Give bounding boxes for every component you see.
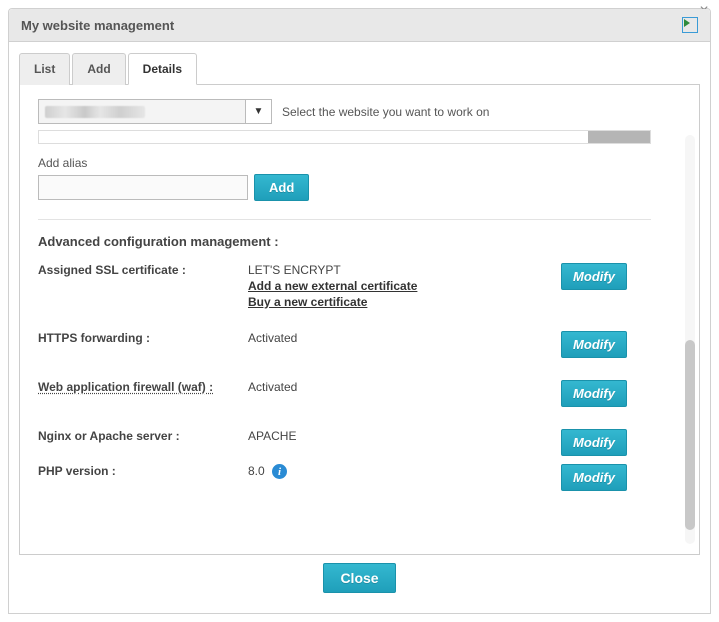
advanced-config-title: Advanced configuration management : — [38, 234, 681, 249]
php-value: 8.0 — [248, 464, 265, 478]
tabs: List Add Details — [19, 52, 700, 85]
waf-modify-button[interactable]: Modify — [561, 380, 627, 407]
tab-add[interactable]: Add — [72, 53, 125, 85]
info-icon[interactable]: i — [272, 464, 287, 479]
alias-input[interactable] — [38, 175, 248, 200]
website-management-dialog: × My website management List Add Details… — [8, 8, 711, 614]
ssl-add-external-link[interactable]: Add a new external certificate — [248, 279, 417, 293]
server-value: APACHE — [248, 429, 561, 443]
add-alias-row: Add — [38, 174, 681, 201]
php-modify-button[interactable]: Modify — [561, 464, 627, 491]
site-selector-row: ▼ Select the website you want to work on — [38, 99, 681, 124]
separator — [38, 219, 651, 220]
tab-details[interactable]: Details — [128, 53, 197, 85]
row-php: PHP version : 8.0 i Modify — [38, 464, 651, 491]
tab-list[interactable]: List — [19, 53, 70, 85]
ssl-buy-link[interactable]: Buy a new certificate — [248, 295, 367, 309]
site-selector-dropdown-button[interactable]: ▼ — [246, 99, 272, 124]
ssl-modify-button[interactable]: Modify — [561, 263, 627, 290]
dialog-footer: Close — [19, 555, 700, 603]
dialog-header: My website management — [9, 9, 710, 42]
https-value: Activated — [248, 331, 561, 345]
dialog-title: My website management — [21, 18, 174, 33]
ssl-value-block: LET'S ENCRYPT Add a new external certifi… — [248, 263, 561, 309]
site-selector-value — [38, 99, 246, 124]
image-placeholder-icon — [682, 17, 698, 33]
ssl-label: Assigned SSL certificate : — [38, 263, 248, 277]
scrollbar[interactable] — [685, 135, 695, 544]
waf-label[interactable]: Web application firewall (waf) : — [38, 380, 248, 394]
row-ssl: Assigned SSL certificate : LET'S ENCRYPT… — [38, 263, 651, 309]
site-selector[interactable]: ▼ — [38, 99, 272, 124]
inner-scroll-strip — [38, 130, 651, 144]
server-label: Nginx or Apache server : — [38, 429, 248, 443]
waf-value: Activated — [248, 380, 561, 394]
php-value-block: 8.0 i — [248, 464, 561, 479]
dialog-body: List Add Details ▼ Select the website yo… — [9, 42, 710, 613]
https-label: HTTPS forwarding : — [38, 331, 248, 345]
site-selector-hint: Select the website you want to work on — [282, 105, 489, 119]
row-server: Nginx or Apache server : APACHE Modify — [38, 429, 651, 456]
details-panel: ▼ Select the website you want to work on… — [19, 85, 700, 555]
https-modify-button[interactable]: Modify — [561, 331, 627, 358]
add-alias-label: Add alias — [38, 156, 681, 170]
row-https: HTTPS forwarding : Activated Modify — [38, 331, 651, 358]
scrollbar-thumb[interactable] — [685, 340, 695, 530]
close-button[interactable]: Close — [323, 563, 395, 593]
redacted-site-name — [45, 106, 145, 118]
php-label: PHP version : — [38, 464, 248, 478]
ssl-value: LET'S ENCRYPT — [248, 263, 341, 277]
chevron-down-icon: ▼ — [254, 106, 264, 117]
row-waf: Web application firewall (waf) : Activat… — [38, 380, 651, 407]
add-alias-button[interactable]: Add — [254, 174, 309, 201]
server-modify-button[interactable]: Modify — [561, 429, 627, 456]
